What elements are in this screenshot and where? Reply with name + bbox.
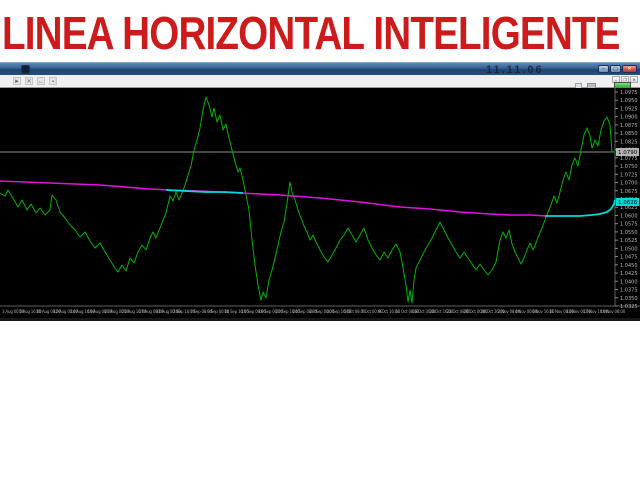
time-tick-label: 20 Oct 16:00 <box>430 309 454 314</box>
time-tick-label: 9 Oct 16:00 <box>378 309 400 314</box>
price-chart[interactable]: 1.0975 1.0950 1.0925 1.0900 1.0875 1.0850 1.08… <box>0 88 640 318</box>
page-title: LINEA HORIZONTAL INTELIGENTE <box>2 7 620 59</box>
cyan-ma-price-badge <box>616 198 639 206</box>
toolbar-separator <box>55 76 56 86</box>
close-button[interactable]: ✕ <box>622 65 637 73</box>
chart-shift-icon[interactable]: ► <box>13 77 21 85</box>
time-tick-label: 9 Sep 00:00 <box>207 309 230 314</box>
series-ma-magenta <box>0 180 548 217</box>
price-tick-label: 1.0475 <box>620 255 638 261</box>
time-tick-label: 31 Aug 00:00 <box>156 309 181 314</box>
price-tick-label: 1.0700 <box>620 181 638 187</box>
time-tick-label: 30 Sep 16:00 <box>327 309 352 314</box>
toolbar-icon-group: ► ✕ ↔ ▪ <box>13 77 57 85</box>
horizontal-line-price-badge <box>616 148 639 156</box>
time-tick-label: 24 Sep 08:00 <box>293 309 318 314</box>
time-tick-label: 16 Sep 08:00 <box>241 309 266 314</box>
maximize-button[interactable]: ▢ <box>610 65 621 73</box>
time-tick-label: 22 Sep 16:00 <box>276 309 301 314</box>
crosshair-icon[interactable]: ✕ <box>25 77 33 85</box>
price-tick-label: 1.0350 <box>620 296 638 302</box>
window-controls: – ▢ ✕ <box>598 65 637 73</box>
time-tick-label: 2 Nov 08:00 <box>498 309 521 314</box>
chart-area[interactable]: 1.0975 1.0950 1.0925 1.0900 1.0875 1.0850 1.08… <box>0 88 640 318</box>
window-titlebar[interactable]: 11.11.06 – ▢ ✕ <box>0 62 640 76</box>
price-tick-label: 1.0975 <box>620 90 638 96</box>
time-tick-label: 28 Oct 16:00 <box>481 309 505 314</box>
price-tick-label: 1.0550 <box>620 230 638 236</box>
timestamp-watermark: 11.11.06 <box>486 64 544 76</box>
time-tick-label: 4 Nov 00:00 <box>515 309 538 314</box>
time-tick-label: 7 Sep 08:00 <box>190 309 213 314</box>
time-tick-label: 14 Aug 16:00 <box>70 309 95 314</box>
time-tick-label: 11 Nov 08:00 <box>549 309 574 314</box>
time-tick-label: 13 Nov 00:00 <box>566 309 591 314</box>
time-tick-label: 7 Oct 00:00 <box>361 309 383 314</box>
time-tick-label: 17 Nov 16:00 <box>583 309 608 314</box>
chart-background[interactable] <box>0 88 640 318</box>
time-tick-label: 19 Nov 08:00 <box>601 309 626 314</box>
time-tick-label: 5 Aug 16:00 <box>19 309 42 314</box>
price-tick-label: 1.0850 <box>620 131 638 137</box>
time-tick-label: 16 Oct 00:00 <box>412 309 436 314</box>
mt4-window: 11.11.06 – ▢ ✕ ► ✕ ↔ ▪ – ❐ ✕ <box>0 62 640 321</box>
time-tick-label: 12 Aug 00:00 <box>53 309 78 314</box>
time-tick-label: 11 Sep 16:00 <box>224 309 249 314</box>
period-icon[interactable]: ▪ <box>49 77 57 85</box>
time-tick-label: 3 Aug 00:00 <box>2 309 25 314</box>
window-bottom-border <box>0 318 640 321</box>
time-tick-label: 2 Sep 16:00 <box>173 309 196 314</box>
time-tick-label: 18 Sep 00:00 <box>259 309 284 314</box>
price-tick-label: 1.0425 <box>620 271 638 277</box>
time-tick-label: 5 Oct 08:00 <box>344 309 366 314</box>
price-tick-label: 1.0400 <box>620 279 638 285</box>
price-tick-label: 1.0725 <box>620 172 638 178</box>
horizontal-line-price-label: 1.0790 <box>618 150 638 156</box>
price-tick-label: 1.0875 <box>620 123 638 129</box>
toolbar: ► ✕ ↔ ▪ – ❐ ✕ <box>0 75 640 90</box>
price-tick-label: 1.0925 <box>620 106 638 112</box>
price-tick-label: 1.0675 <box>620 189 638 195</box>
price-tick-label: 1.0325 <box>620 304 638 310</box>
price-tick-label: 1.0750 <box>620 164 638 170</box>
price-tick-label: 1.0825 <box>620 139 638 145</box>
time-tick-label: 14 Oct 08:00 <box>395 309 419 314</box>
zoom-icon[interactable]: ↔ <box>37 77 45 85</box>
price-tick-label: 1.0525 <box>620 238 638 244</box>
cyan-ma-price-label: 1.0626 <box>618 200 638 206</box>
minimize-button[interactable]: – <box>598 65 609 73</box>
time-tick-label: 6 Nov 16:00 <box>532 309 555 314</box>
series-price <box>0 96 615 304</box>
series-ma-cyan-a <box>165 189 244 194</box>
price-tick-label: 1.0575 <box>620 222 638 228</box>
price-tick-label: 1.0900 <box>620 115 638 121</box>
time-tick-label: 22 Oct 08:00 <box>447 309 471 314</box>
series-ma-cyan-b <box>545 199 616 217</box>
price-tick-label: 1.0625 <box>620 205 638 211</box>
time-tick-label: 27 Aug 08:00 <box>139 309 164 314</box>
price-tick-label: 1.0775 <box>620 156 638 162</box>
time-tick-label: 25 Aug 16:00 <box>122 309 147 314</box>
time-tick-label: 19 Aug 08:00 <box>88 309 113 314</box>
price-tick-label: 1.0450 <box>620 263 638 269</box>
mdi-window-controls: – ❐ ✕ <box>612 76 638 83</box>
price-tick-label: 1.0500 <box>620 246 638 252</box>
time-tick-label: 28 Sep 00:00 <box>310 309 335 314</box>
time-tick-label: 26 Oct 00:00 <box>464 309 488 314</box>
app-icon <box>21 65 30 74</box>
time-tick-label: 21 Aug 00:00 <box>105 309 130 314</box>
price-tick-label: 1.0375 <box>620 288 638 294</box>
mdi-close-button[interactable]: ✕ <box>630 76 638 83</box>
time-tick-label: 10 Aug 08:00 <box>36 309 61 314</box>
price-tick-label: 1.0950 <box>620 98 638 104</box>
price-tick-label: 1.0600 <box>620 213 638 219</box>
